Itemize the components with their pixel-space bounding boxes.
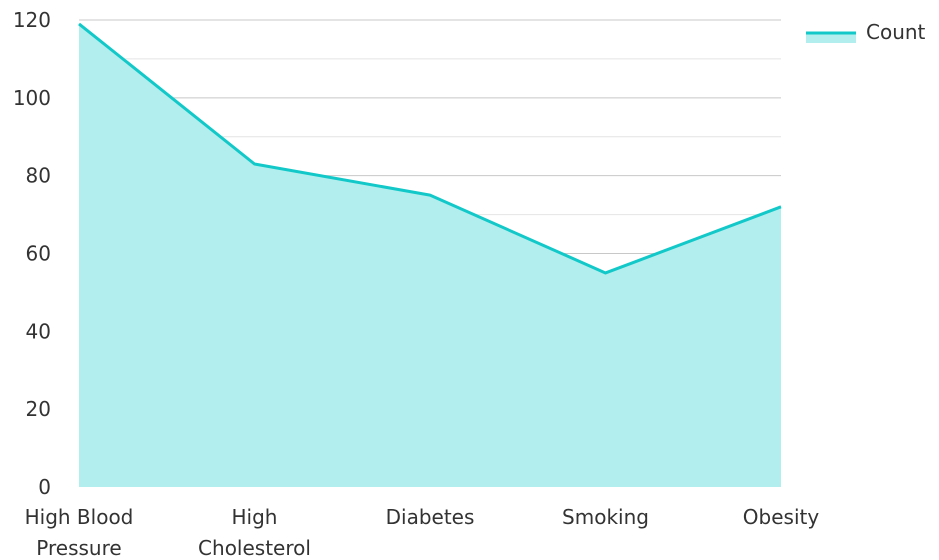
- y-tick-label: 60: [26, 242, 51, 266]
- x-tick-label: High Blood Pressure: [25, 505, 134, 560]
- y-tick-label: 100: [13, 86, 51, 110]
- x-tick-label: Smoking: [562, 505, 649, 529]
- x-tick-label: Diabetes: [386, 505, 475, 529]
- x-axis: High Blood Pressure High Cholesterol Diabete…: [25, 505, 820, 560]
- y-tick-label: 40: [26, 319, 51, 343]
- y-tick-label: 80: [26, 164, 51, 188]
- legend-swatch-count: [806, 33, 856, 43]
- legend: Count: [806, 20, 926, 44]
- series-line-count: [78, 22, 782, 275]
- legend-label-count: Count: [866, 20, 926, 44]
- area-fill-count: [79, 23, 781, 488]
- x-tick-label: High Cholesterol: [198, 505, 311, 560]
- y-axis: 0 20 40 60 80 100 120: [13, 8, 51, 499]
- x-tick-label: Obesity: [743, 505, 820, 529]
- y-tick-label: 0: [38, 475, 51, 499]
- y-tick-label: 120: [13, 8, 51, 32]
- plot-area: [78, 22, 782, 488]
- y-tick-label: 20: [26, 397, 51, 421]
